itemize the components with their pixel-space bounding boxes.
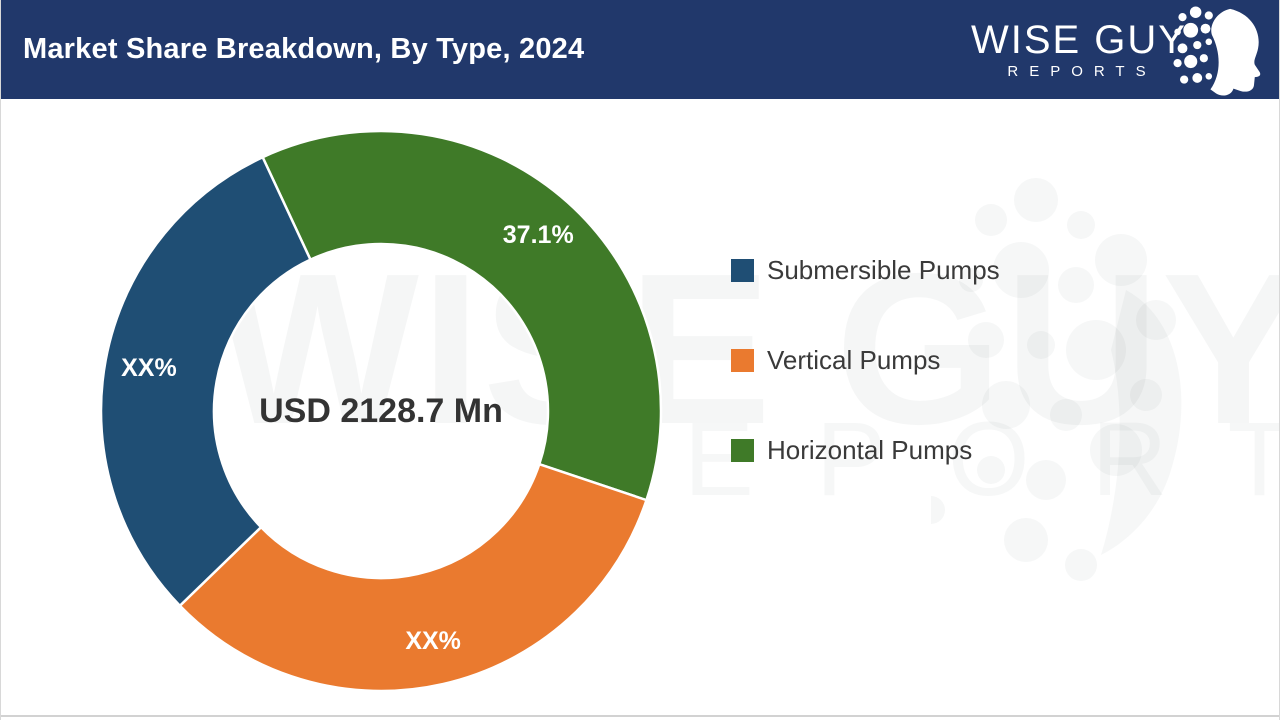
donut-slice-submersible-pumps [99, 155, 312, 608]
bottom-divider [1, 715, 1279, 717]
donut-slices [99, 129, 663, 693]
watermark-face-dots [931, 178, 1182, 581]
legend-swatch-icon [731, 258, 754, 282]
brand-name: WISE GUY [970, 17, 1187, 62]
chart-legend: Submersible Pumps Vertical Pumps Horizon… [731, 255, 1000, 465]
page-title: Market Share Breakdown, By Type, 2024 [23, 33, 585, 65]
legend-label: Submersible Pumps [767, 255, 1000, 285]
slice-value-label: XX% [405, 627, 461, 655]
legend-label: Horizontal Pumps [767, 435, 973, 465]
legend-swatch-icon [731, 438, 754, 462]
legend-item-submersible-pumps: Submersible Pumps [731, 255, 1000, 285]
header-bar: Market Share Breakdown, By Type, 2024 WI… [1, 0, 1279, 99]
brand-logo-text: WISE GUY REPORTS [971, 20, 1187, 80]
donut-slice-horizontal-pumps [261, 129, 663, 502]
brand-face-icon [1173, 5, 1261, 96]
slice-value-label: 37.1% [503, 221, 574, 249]
brand-logo: WISE GUY REPORTS [971, 0, 1263, 99]
slice-value-label: XX% [121, 354, 177, 382]
donut-center-value: USD 2128.7 Mn [259, 392, 503, 430]
donut-chart-svg: 37.1% XX% XX% USD 2128.7 Mn [99, 129, 663, 693]
legend-label: Vertical Pumps [767, 345, 941, 375]
legend-item-vertical-pumps: Vertical Pumps [731, 345, 1000, 375]
donut-slice-vertical-pumps [178, 462, 648, 693]
watermark-text-line2: REPORTS [546, 401, 1279, 518]
brand-subname: REPORTS [1007, 62, 1157, 80]
legend-swatch-icon [731, 348, 754, 372]
donut-slice-labels: 37.1% XX% XX% [121, 221, 574, 655]
legend-item-horizontal-pumps: Horizontal Pumps [731, 435, 1000, 465]
